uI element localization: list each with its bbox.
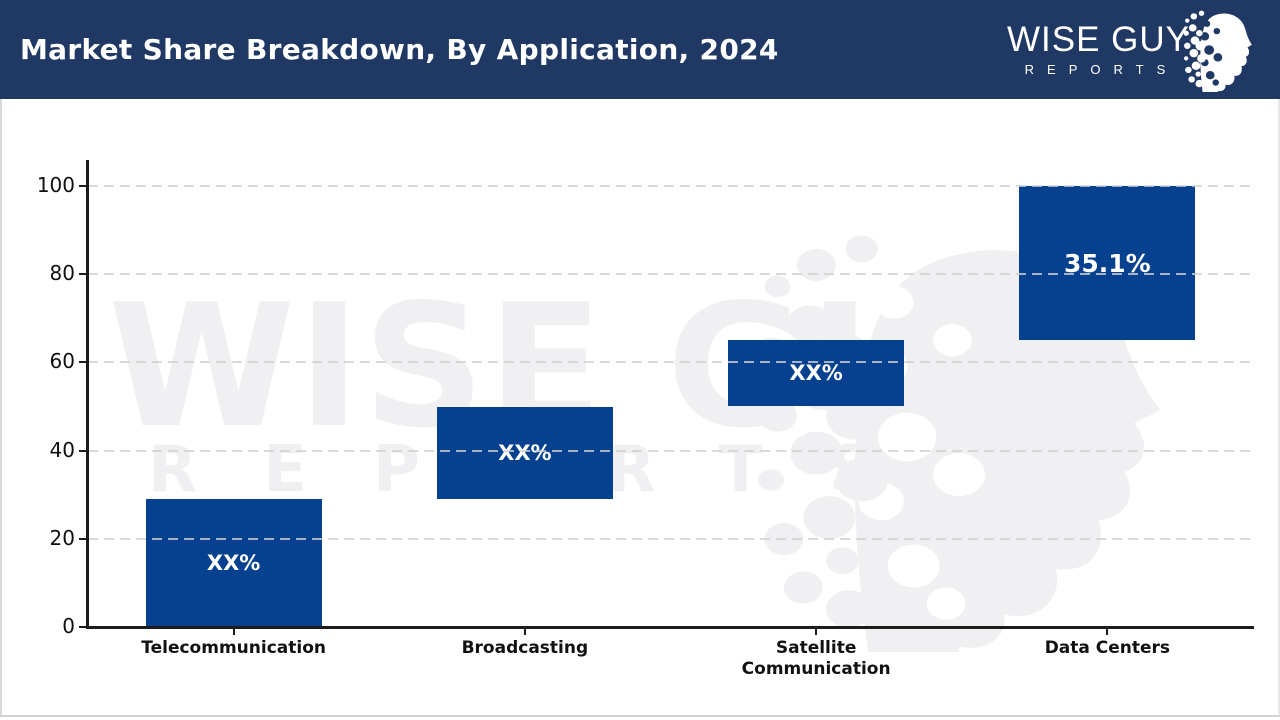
content-border-bottom: [0, 715, 1280, 717]
wiseguy-logo-text: WISE GUY REPORTS: [1007, 22, 1190, 77]
logo-subtitle: REPORTS: [1024, 62, 1179, 77]
y-axis-tick: [79, 185, 88, 187]
wiseguy-face-icon: [1184, 10, 1252, 92]
header-bar: Market Share Breakdown, By Application, …: [0, 0, 1280, 99]
y-tick-label: 40: [49, 437, 75, 462]
bar: XX%: [436, 406, 613, 500]
grid-line: [88, 185, 1253, 187]
wiseguy-logo: WISE GUY REPORTS: [1007, 8, 1254, 92]
grid-line: [88, 537, 1253, 540]
content-border-right: [1278, 99, 1280, 716]
x-category-label: Satellite Communication: [741, 638, 891, 679]
logo-wordmark: WISE GUY: [1006, 20, 1190, 59]
grid-line: [88, 449, 1253, 452]
x-axis-tick: [1106, 627, 1109, 635]
bar: XX%: [728, 340, 905, 407]
bar: 35.1%: [1019, 186, 1196, 341]
grid-line: [88, 273, 1253, 276]
y-tick-label: 60: [49, 349, 75, 374]
x-axis-tick: [232, 627, 235, 635]
y-axis-tick: [79, 273, 88, 276]
x-category-label: Broadcasting: [461, 638, 589, 658]
y-axis-tick: [79, 537, 88, 540]
y-tick-label: 0: [62, 614, 75, 638]
y-axis-tick: [79, 449, 88, 452]
content-border-left: [0, 99, 2, 716]
x-axis-tick: [523, 627, 526, 635]
bar-value-label: XX%: [498, 440, 552, 465]
page-title: Market Share Breakdown, By Application, …: [20, 33, 779, 66]
bar-value-label: XX%: [206, 551, 261, 576]
y-tick-label: 100: [36, 173, 75, 197]
y-tick-label: 80: [49, 261, 75, 286]
y-tick-label: 20: [49, 525, 75, 550]
x-category-label: Data Centers: [1044, 638, 1171, 658]
y-axis-tick: [79, 626, 88, 628]
bar: XX%: [145, 499, 322, 627]
grid-line: [88, 361, 1253, 364]
bar-value-label: XX%: [789, 361, 843, 386]
x-category-label: Telecommunication: [141, 638, 326, 658]
bar-value-label: 35.1%: [1064, 248, 1151, 278]
y-axis-tick: [79, 361, 88, 364]
y-axis-line: [86, 160, 89, 629]
x-axis-tick: [815, 627, 818, 635]
x-axis-line: [86, 626, 1254, 629]
